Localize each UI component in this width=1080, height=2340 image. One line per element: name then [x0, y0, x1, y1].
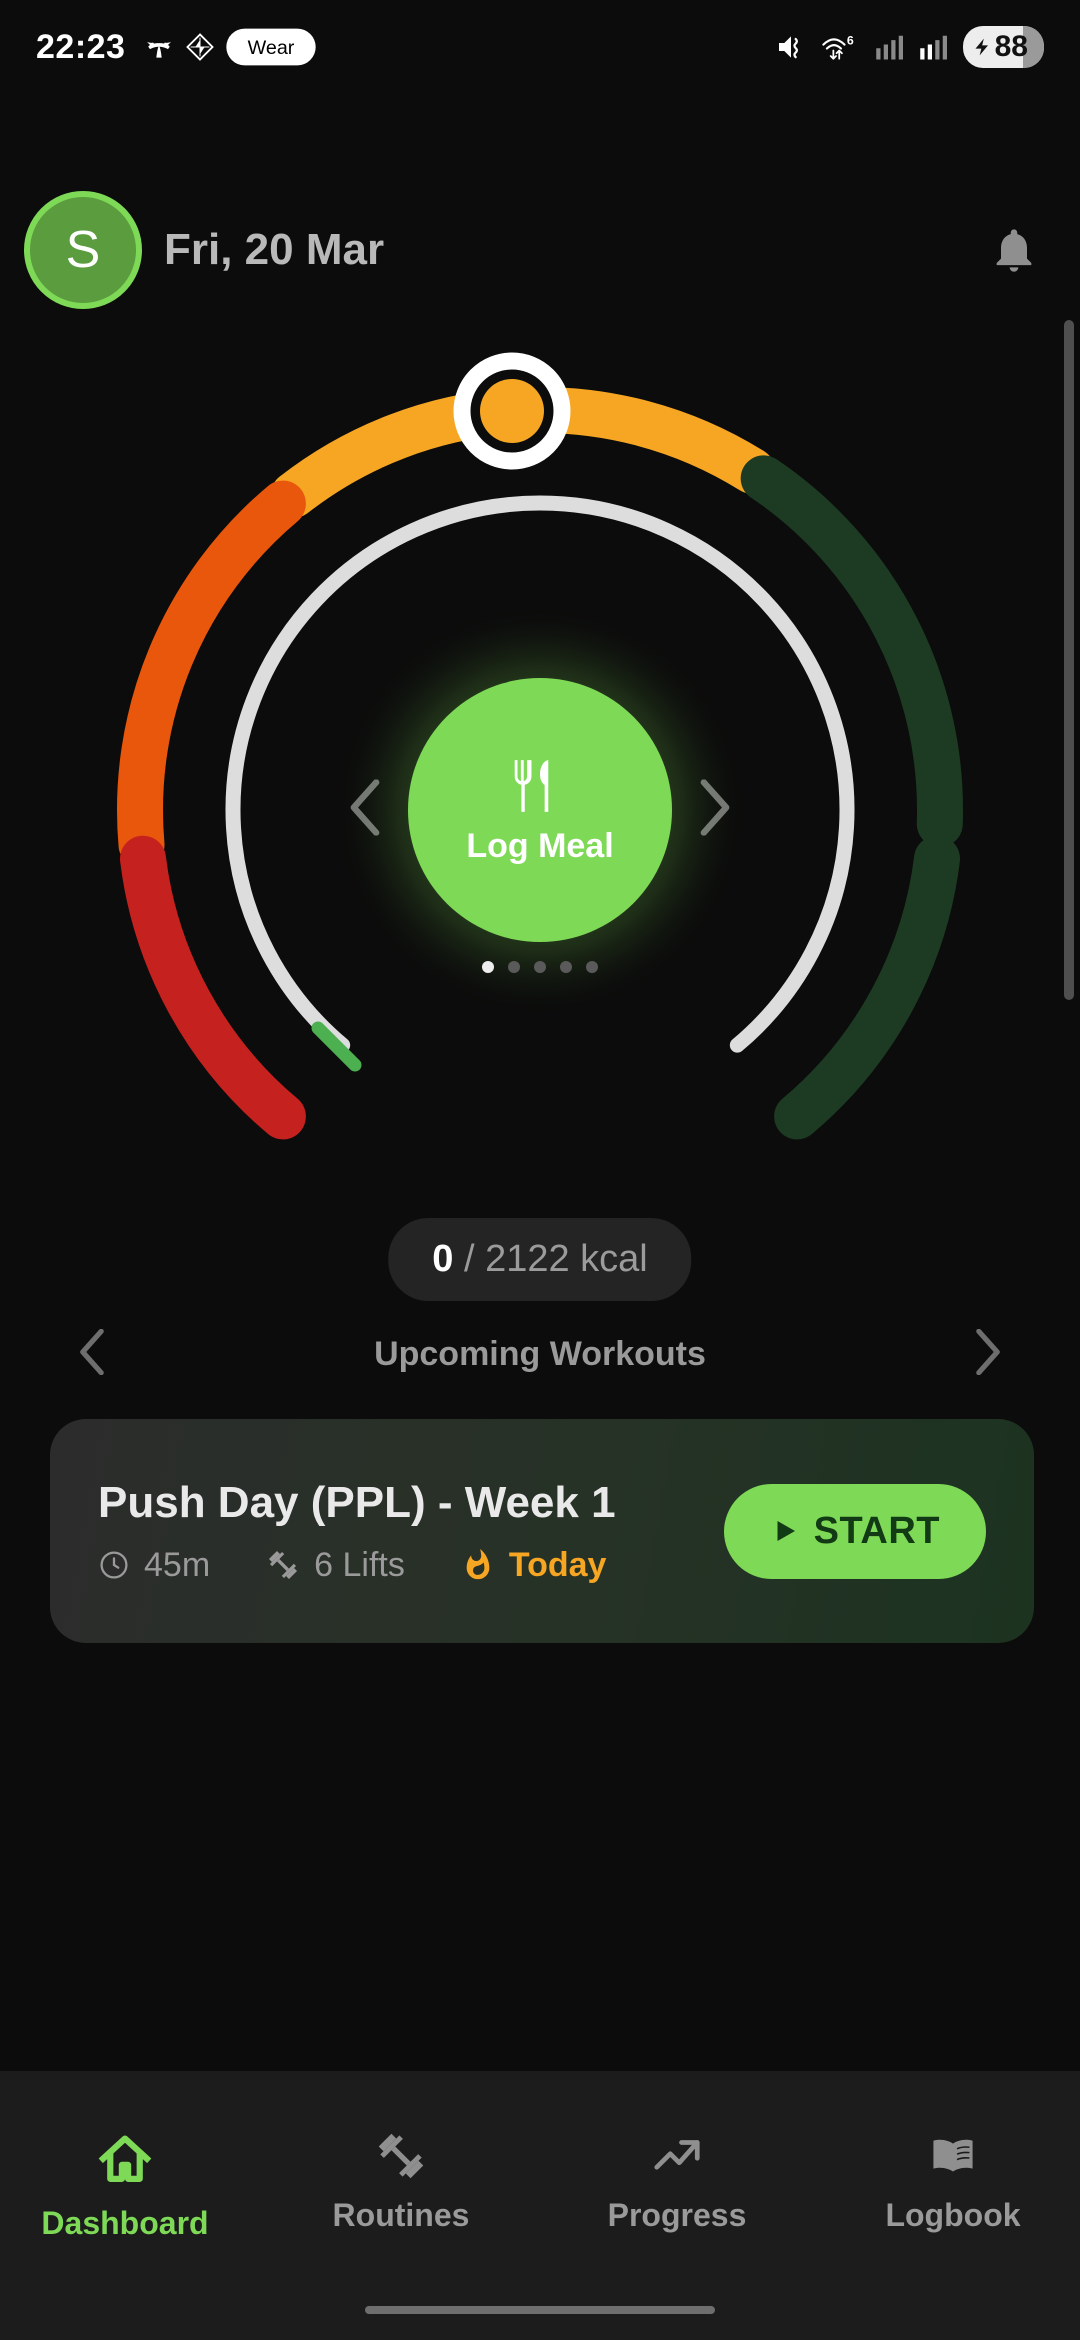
svg-text:6: 6 [847, 34, 854, 48]
svg-text:Wear: Wear [248, 37, 295, 59]
